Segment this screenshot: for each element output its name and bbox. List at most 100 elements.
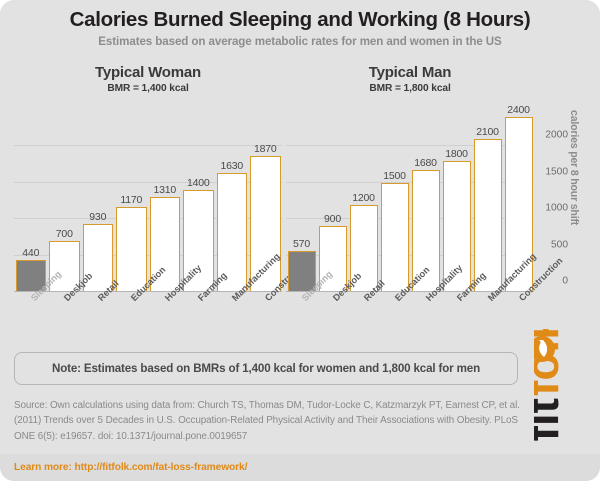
bar-slot: 1870 bbox=[250, 110, 281, 292]
bar-slot: 1310 bbox=[149, 110, 180, 292]
gridline-1000 bbox=[14, 218, 282, 220]
bar-deskjob[interactable]: 900 bbox=[318, 213, 347, 292]
logo-mark-glyph bbox=[537, 340, 548, 357]
page-subtitle: Estimates based on average metabolic rat… bbox=[98, 34, 502, 48]
x-label-slot: Deskjob bbox=[319, 271, 363, 340]
y-axis-tick-500: 500 bbox=[551, 239, 568, 251]
bar-deskjob[interactable]: 700 bbox=[49, 228, 80, 292]
bar-value-label: 570 bbox=[293, 237, 310, 250]
bar-construction[interactable]: 1870 bbox=[250, 143, 281, 292]
panel-title-man: Typical Man bbox=[368, 64, 452, 81]
y-axis-title-label: calories per 8 hour shift bbox=[568, 110, 580, 226]
x-label-slot: Manufacturing bbox=[474, 251, 538, 340]
y-axis-tick-0: 0 bbox=[562, 275, 568, 287]
panel-bmr-man: BMR = 1,800 kcal bbox=[369, 83, 451, 94]
x-label-slot: Hospitality bbox=[150, 263, 203, 340]
axis-baseline-man bbox=[286, 291, 534, 292]
fitfolk-logo: fit folk bbox=[534, 329, 568, 441]
x-label-slot: Retail bbox=[350, 278, 387, 340]
gridline-1000 bbox=[286, 218, 534, 220]
bar-slot: 1170 bbox=[116, 110, 147, 292]
bars-man: 570 900 1200 1500 1680 1800 2100 2400 bbox=[286, 104, 534, 292]
bar-value-label: 930 bbox=[89, 211, 107, 224]
bar-value-label: 900 bbox=[324, 213, 341, 226]
x-label-slot: Hospitality bbox=[412, 263, 464, 340]
plot-area-man: 570 900 1200 1500 1680 1800 2100 2400 bbox=[286, 104, 534, 292]
y-axis-tick-2000: 2000 bbox=[545, 129, 568, 141]
gridline-500 bbox=[14, 254, 282, 256]
chart-panels: Typical Woman BMR = 1,400 kcal 440 700 930… bbox=[0, 64, 600, 339]
learn-more-link[interactable]: Learn more: http://fitfolk.com/fat-loss-… bbox=[14, 462, 248, 473]
chart-panel-man: Typical Man BMR = 1,800 kcal 570 900 1200 1… bbox=[286, 64, 564, 340]
gridline-1500 bbox=[286, 181, 534, 183]
bar-slot: 570 bbox=[287, 110, 316, 292]
bar-value-label: 1800 bbox=[445, 147, 468, 160]
bar-slot: 1400 bbox=[183, 110, 214, 292]
bar-value-label: 1500 bbox=[383, 169, 406, 182]
x-label-slot: Manufacturing bbox=[217, 251, 282, 340]
bar-value-label: 1170 bbox=[120, 193, 143, 206]
learn-more-bar: Learn more: http://fitfolk.com/fat-loss-… bbox=[0, 454, 600, 481]
bar-farming[interactable]: 1400 bbox=[183, 177, 214, 292]
bar-slot: 1500 bbox=[380, 110, 409, 292]
bar-education[interactable]: 1500 bbox=[380, 170, 409, 292]
gridline-2000 bbox=[14, 145, 282, 147]
plot-area-woman: 440 700 930 1170 1310 1400 1630 1870 bbox=[14, 110, 282, 292]
x-label-slot: Farming bbox=[443, 270, 488, 340]
bar-slot: 1680 bbox=[411, 110, 440, 292]
panel-title-woman: Typical Woman bbox=[94, 64, 202, 81]
bar-value-label: 1200 bbox=[352, 191, 375, 204]
gridline-500 bbox=[286, 254, 534, 256]
x-label-slot: Deskjob bbox=[49, 271, 94, 340]
bar-hospitality[interactable]: 1310 bbox=[149, 184, 180, 292]
bar-value-label: 1870 bbox=[253, 142, 277, 155]
bar-slot: 440 bbox=[15, 110, 46, 292]
bar-manufacturing[interactable]: 1630 bbox=[216, 160, 247, 292]
note-box: Note: Estimates based on BMRs of 1,400 k… bbox=[14, 352, 518, 385]
bar-slot: 1800 bbox=[442, 110, 471, 292]
bar-construction[interactable]: 2400 bbox=[504, 104, 533, 292]
gridline-1500 bbox=[14, 181, 282, 183]
bar-value-label: 440 bbox=[22, 246, 40, 259]
chart-panel-woman: Typical Woman BMR = 1,400 kcal 440 700 930… bbox=[14, 64, 311, 340]
y-axis-tick-1500: 1500 bbox=[545, 166, 568, 178]
x-label-slot: Retail bbox=[83, 278, 121, 340]
bar-value-label: 1400 bbox=[186, 177, 210, 190]
bar-value-label: 2100 bbox=[476, 126, 499, 139]
bar-slot: 1200 bbox=[349, 110, 378, 292]
bar-value-label: 1630 bbox=[220, 160, 244, 173]
y-axis-title: calories per 8 hour shift bbox=[566, 110, 582, 292]
panel-bmr-woman: BMR = 1,400 kcal bbox=[107, 83, 189, 94]
bar-slot: 2100 bbox=[473, 110, 502, 292]
y-axis-ticks: 0 500 1000 1500 2000 bbox=[538, 110, 568, 292]
bar-retail[interactable]: 1200 bbox=[349, 192, 378, 292]
bars-woman: 440 700 930 1170 1310 1400 1630 1870 bbox=[14, 110, 282, 292]
bar-hospitality[interactable]: 1680 bbox=[411, 157, 440, 292]
x-axis-labels-man: Sleeping Deskjob Retail Education Hospitalit… bbox=[286, 251, 564, 340]
bar-farming[interactable]: 1800 bbox=[442, 148, 471, 292]
bar-slot: 900 bbox=[318, 110, 347, 292]
x-label-slot: Sleeping bbox=[16, 269, 63, 340]
bar-value-label: 1680 bbox=[414, 156, 437, 169]
axis-baseline-woman bbox=[14, 291, 282, 292]
x-label-slot: Sleeping bbox=[288, 269, 334, 340]
x-label-slot: Education bbox=[381, 265, 431, 340]
y-axis-tick-1000: 1000 bbox=[545, 202, 568, 214]
source-citation: Source: Own calculations using data from… bbox=[14, 400, 520, 442]
bar-value-label: 700 bbox=[55, 228, 73, 241]
note-text: Note: Estimates based on BMRs of 1,400 k… bbox=[51, 362, 480, 375]
bar-slot: 2400 bbox=[504, 104, 533, 292]
bar-value-label: 2400 bbox=[507, 104, 530, 117]
x-label-slot: Education bbox=[116, 265, 167, 340]
gridline-2000 bbox=[286, 145, 534, 147]
header: Calories Burned Sleeping and Working (8 … bbox=[0, 0, 600, 48]
x-label-slot: Construction bbox=[250, 256, 310, 340]
page-title: Calories Burned Sleeping and Working (8 … bbox=[69, 8, 531, 31]
x-label-slot: Construction bbox=[505, 256, 564, 340]
x-label-slot: Farming bbox=[183, 270, 229, 340]
bar-slot: 700 bbox=[49, 110, 80, 292]
bar-education[interactable]: 1170 bbox=[116, 194, 147, 292]
x-axis-labels-woman: Sleeping Deskjob Retail Education Hospitalit… bbox=[14, 251, 311, 340]
bar-manufacturing[interactable]: 2100 bbox=[473, 126, 502, 292]
